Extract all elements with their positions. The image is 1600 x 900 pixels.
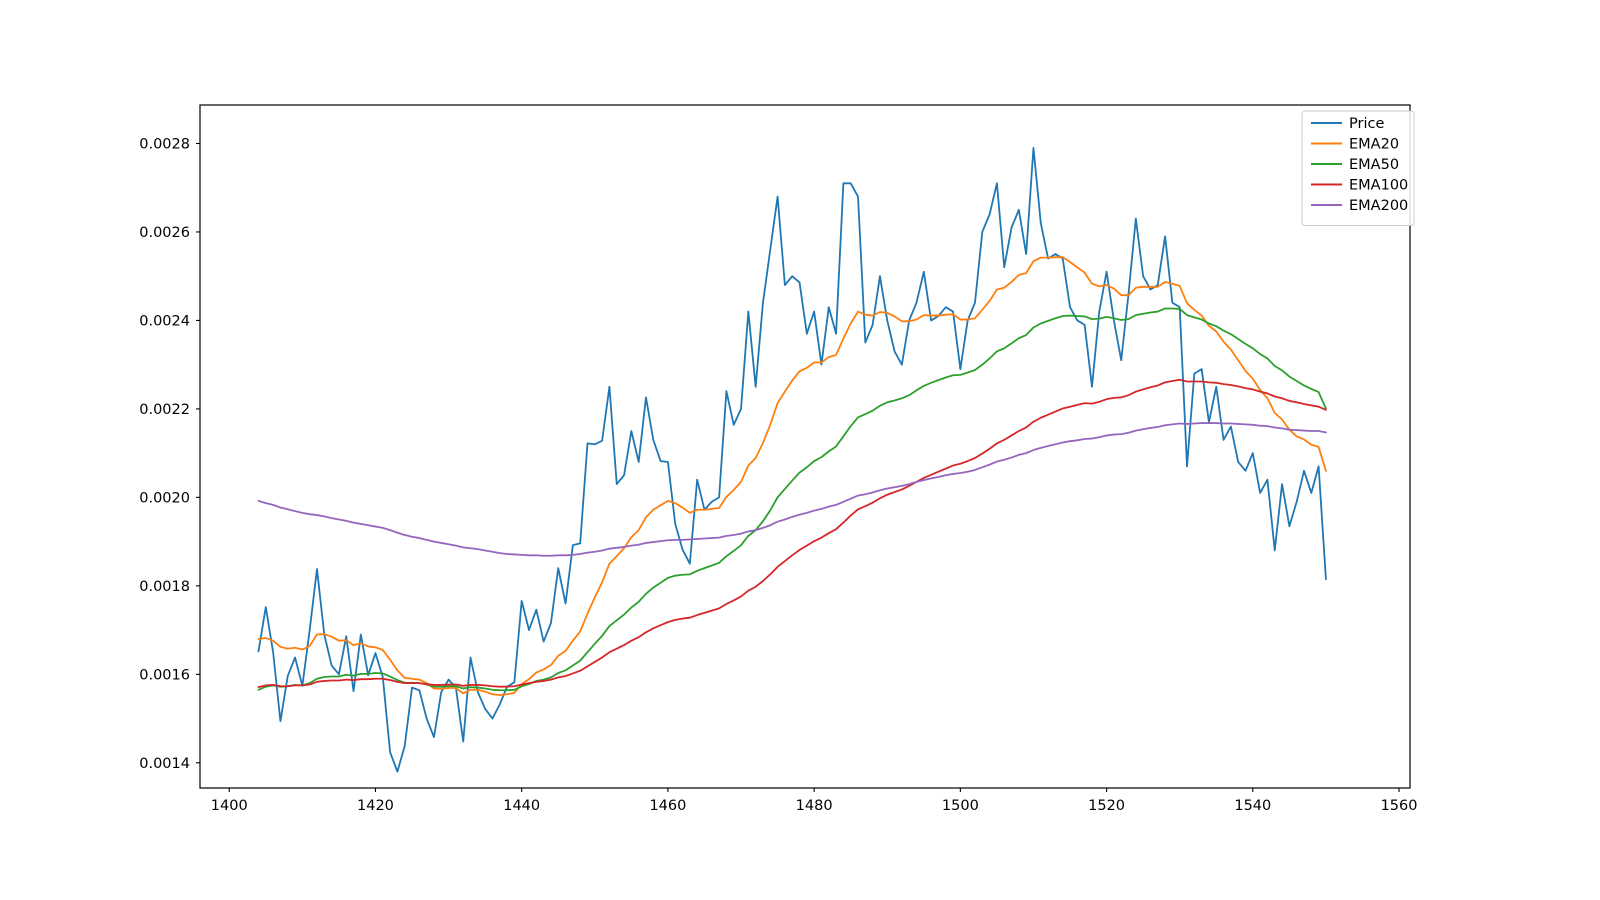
x-tick-label: 1420 [357,798,394,814]
x-tick-label: 1500 [942,798,979,814]
series-line-price [257,147,1327,773]
series-line-ema20 [257,256,1327,696]
x-tick-label: 1460 [649,798,686,814]
series-line-ema100 [257,378,1327,689]
y-tick-label: 0.0014 [139,756,190,772]
x-tick-label: 1520 [1088,798,1125,814]
axes: 1400 1420 1440 1460 1480 1500 1520 1540 1560 0.0… [139,104,1418,814]
y-tick-label: 0.0016 [139,667,190,683]
x-tick-label: 1560 [1381,798,1418,814]
y-tick-label: 0.0018 [139,579,190,595]
legend-box [1301,110,1415,226]
x-tick-label: 1480 [796,798,833,814]
legend-label-ema100: EMA100 [1349,178,1408,194]
y-tick-label: 0.0022 [139,402,190,418]
y-tick-label: 0.0026 [139,225,190,241]
x-tick-labels: 1400 1420 1440 1460 1480 1500 1520 1540 1560 [211,798,1418,814]
x-tick-label: 1400 [211,798,248,814]
y-tick-label: 0.0028 [139,136,190,152]
y-tick-labels: 0.0014 0.0016 0.0018 0.0020 0.0022 0.0024 0.00… [139,136,190,771]
y-tick-label: 0.0020 [139,490,190,506]
legend-label-ema50: EMA50 [1349,157,1399,173]
x-tick-label: 1540 [1234,798,1271,814]
legend-label-price: Price [1349,116,1384,132]
tick-marks [196,142,1400,792]
series-line-ema200 [257,422,1327,557]
series-line-ema50 [257,307,1327,692]
axes-spines [199,104,1411,789]
legend-label-ema20: EMA20 [1349,137,1399,153]
legend-label-ema200: EMA200 [1349,198,1408,214]
plot-area-background [200,105,1410,788]
x-tick-label: 1440 [503,798,540,814]
series-lines [257,147,1327,773]
y-tick-label: 0.0024 [139,313,190,329]
legend: Price EMA20 EMA50 EMA100 EMA200 [1301,110,1415,226]
